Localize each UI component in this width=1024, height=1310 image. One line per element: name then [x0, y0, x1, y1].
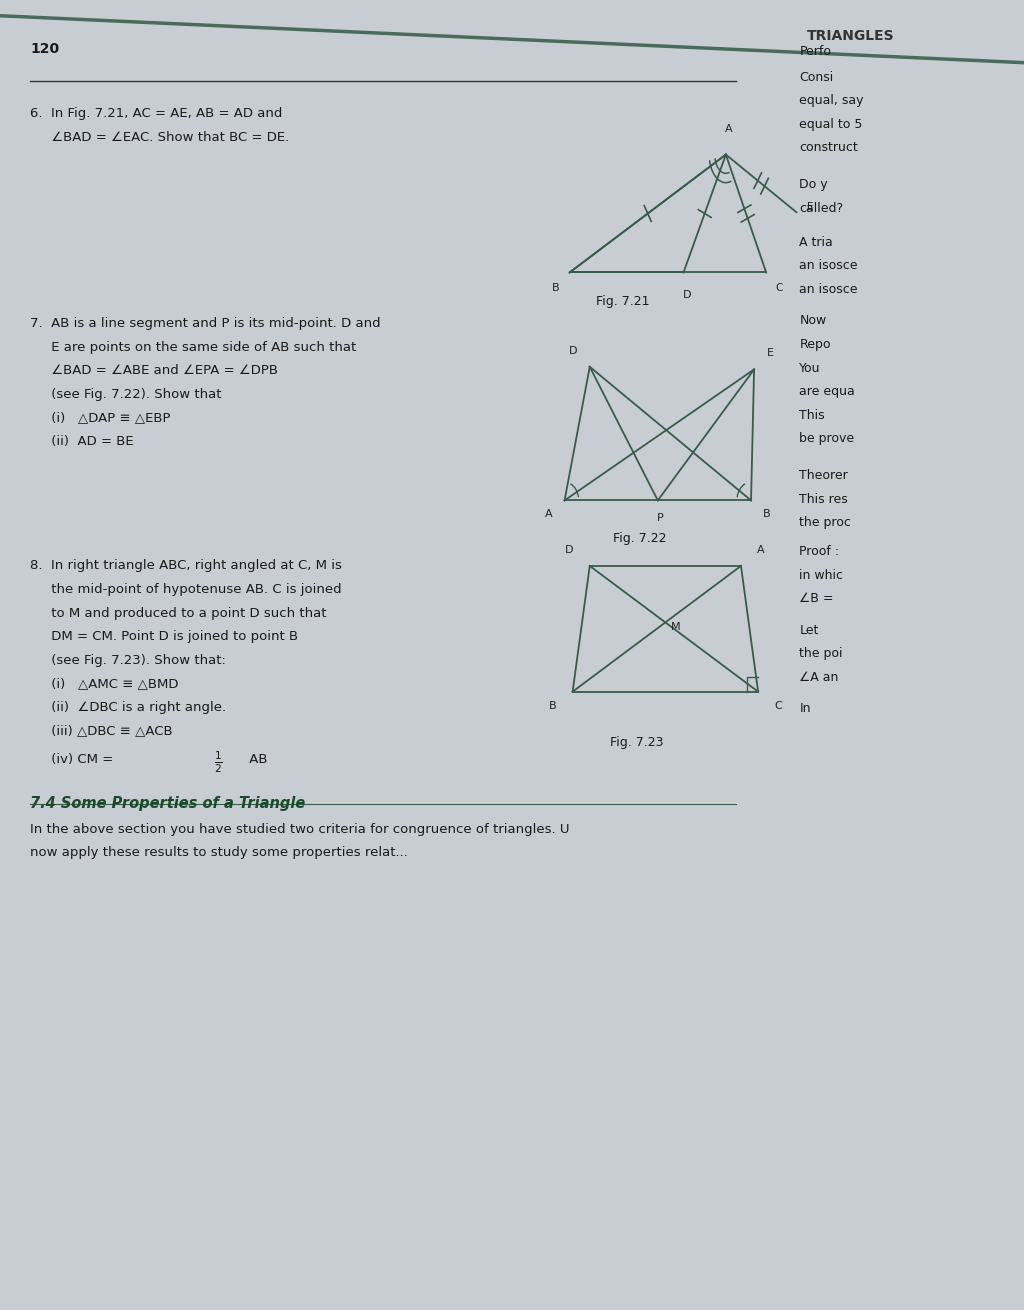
Text: in whic: in whic	[800, 569, 844, 582]
Text: (see Fig. 7.22). Show that: (see Fig. 7.22). Show that	[31, 388, 222, 401]
Text: AB: AB	[245, 753, 267, 766]
Text: D: D	[683, 290, 692, 300]
Text: DM = CM. Point D is joined to point B: DM = CM. Point D is joined to point B	[31, 630, 298, 643]
Text: In: In	[800, 702, 811, 715]
Text: (iv) CM =: (iv) CM =	[31, 753, 118, 766]
Text: (iii) △DBC ≡ △ACB: (iii) △DBC ≡ △ACB	[31, 724, 173, 738]
Text: equal, say: equal, say	[800, 94, 864, 107]
Text: Fig. 7.21: Fig. 7.21	[596, 295, 650, 308]
Text: 8.  In right triangle ABC, right angled at C, M is: 8. In right triangle ABC, right angled a…	[31, 559, 342, 572]
Text: an isosce: an isosce	[800, 283, 858, 296]
Text: Fig. 7.23: Fig. 7.23	[610, 736, 664, 749]
Text: Repo: Repo	[800, 338, 830, 351]
Text: now apply these results to study some properties relat...: now apply these results to study some pr…	[31, 846, 409, 859]
Text: 120: 120	[31, 42, 59, 56]
Text: B: B	[549, 701, 556, 711]
Text: C: C	[775, 283, 783, 293]
Text: an isosce: an isosce	[800, 259, 858, 272]
Text: A tria: A tria	[800, 236, 834, 249]
Text: 7.  AB is a line segment and P is its mid-point. D and: 7. AB is a line segment and P is its mid…	[31, 317, 381, 330]
Text: C: C	[774, 701, 782, 711]
Text: Fig. 7.22: Fig. 7.22	[613, 532, 667, 545]
Text: the poi: the poi	[800, 647, 843, 660]
Text: Theorer: Theorer	[800, 469, 848, 482]
Text: ∠BAD = ∠ABE and ∠EPA = ∠DPB: ∠BAD = ∠ABE and ∠EPA = ∠DPB	[31, 364, 279, 377]
Text: be prove: be prove	[800, 432, 855, 445]
Text: This: This	[800, 409, 825, 422]
Text: Let: Let	[800, 624, 819, 637]
Text: A: A	[725, 123, 733, 134]
Text: M: M	[671, 622, 680, 633]
Text: E are points on the same side of AB such that: E are points on the same side of AB such…	[31, 341, 356, 354]
Text: This res: This res	[800, 493, 848, 506]
Text: (see Fig. 7.23). Show that:: (see Fig. 7.23). Show that:	[31, 654, 226, 667]
Text: the mid-point of hypotenuse AB. C is joined: the mid-point of hypotenuse AB. C is joi…	[31, 583, 342, 596]
Text: are equa: are equa	[800, 385, 855, 398]
Text: Perfo: Perfo	[800, 45, 831, 58]
Text: ∠A an: ∠A an	[800, 671, 839, 684]
Text: 7.4 Some Properties of a Triangle: 7.4 Some Properties of a Triangle	[31, 796, 305, 811]
Text: You: You	[800, 362, 821, 375]
Text: B: B	[552, 283, 559, 293]
Text: to M and produced to a point D such that: to M and produced to a point D such that	[31, 607, 327, 620]
Text: (ii)  AD = BE: (ii) AD = BE	[31, 435, 134, 448]
Text: 6.  In Fig. 7.21, AC = AE, AB = AD and: 6. In Fig. 7.21, AC = AE, AB = AD and	[31, 107, 283, 121]
Text: E: E	[767, 348, 774, 359]
Text: $\frac{1}{2}$: $\frac{1}{2}$	[214, 749, 222, 776]
Text: (i)   △DAP ≡ △EBP: (i) △DAP ≡ △EBP	[31, 411, 171, 424]
Text: Now: Now	[800, 314, 826, 328]
Text: Consi: Consi	[800, 71, 834, 84]
Text: called?: called?	[800, 202, 844, 215]
Text: D: D	[569, 346, 578, 356]
Text: (ii)  ∠DBC is a right angle.: (ii) ∠DBC is a right angle.	[31, 701, 226, 714]
Text: ∠B =: ∠B =	[800, 592, 834, 605]
Text: (i)   △AMC ≡ △BMD: (i) △AMC ≡ △BMD	[31, 677, 179, 690]
Text: B: B	[763, 510, 771, 520]
Text: P: P	[656, 514, 664, 524]
Text: equal to 5: equal to 5	[800, 118, 863, 131]
Text: Do y: Do y	[800, 178, 828, 191]
Text: E: E	[807, 202, 814, 212]
Text: D: D	[565, 545, 573, 555]
Text: A: A	[545, 510, 552, 520]
Text: In the above section you have studied two criteria for congruence of triangles. : In the above section you have studied tw…	[31, 823, 569, 836]
Text: A: A	[758, 545, 765, 555]
Text: TRIANGLES: TRIANGLES	[807, 29, 894, 43]
Text: construct: construct	[800, 141, 858, 155]
Text: the proc: the proc	[800, 516, 851, 529]
Text: Proof :: Proof :	[800, 545, 840, 558]
Text: ∠BAD = ∠EAC. Show that BC = DE.: ∠BAD = ∠EAC. Show that BC = DE.	[31, 131, 290, 144]
